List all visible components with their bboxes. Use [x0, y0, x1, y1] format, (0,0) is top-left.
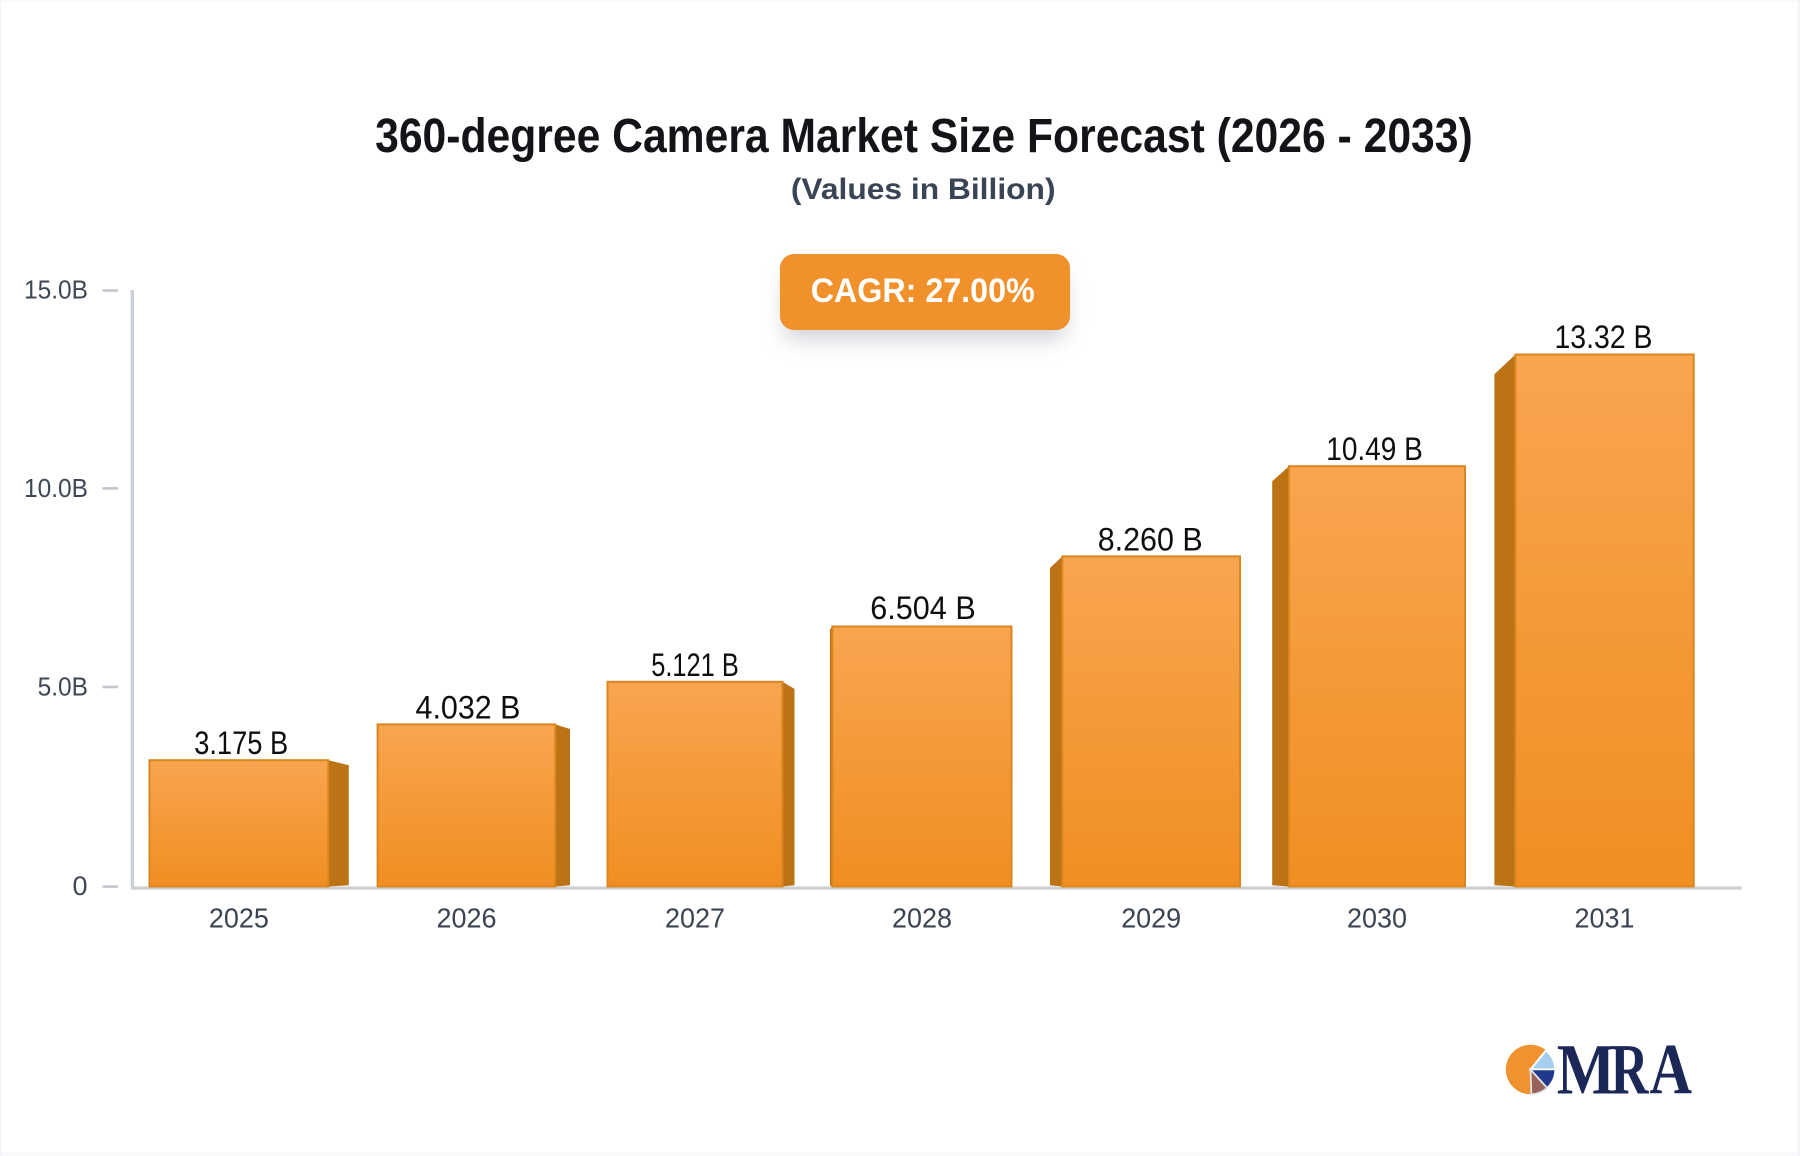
svg-text:6.504 B: 6.504 B [870, 590, 976, 626]
svg-text:2030: 2030 [1347, 902, 1407, 933]
svg-text:3.175 B: 3.175 B [194, 725, 288, 761]
svg-text:13.32 B: 13.32 B [1555, 319, 1653, 355]
svg-text:M: M [1557, 1028, 1616, 1109]
svg-text:2027: 2027 [665, 902, 725, 933]
svg-text:2029: 2029 [1121, 902, 1181, 933]
svg-text:(Values in Billion): (Values in Billion) [791, 173, 1056, 206]
svg-text:2031: 2031 [1575, 902, 1635, 933]
svg-text:5.0B: 5.0B [38, 672, 88, 702]
svg-text:0: 0 [72, 871, 87, 901]
svg-text:5.121 B: 5.121 B [651, 647, 739, 683]
svg-text:R: R [1611, 1028, 1649, 1109]
svg-text:15.0B: 15.0B [24, 274, 88, 304]
svg-text:10.0B: 10.0B [24, 473, 88, 503]
svg-text:4.032 B: 4.032 B [416, 690, 521, 726]
svg-text:2025: 2025 [209, 902, 269, 933]
svg-text:2028: 2028 [892, 902, 952, 933]
svg-text:8.260 B: 8.260 B [1098, 521, 1203, 557]
svg-text:2026: 2026 [437, 902, 497, 933]
svg-text:A: A [1650, 1028, 1693, 1109]
svg-text:360-degree Camera Market Size: 360-degree Camera Market Size Forecast (… [375, 110, 1473, 163]
svg-text:10.49 B: 10.49 B [1326, 431, 1423, 467]
svg-text:CAGR: 27.00%: CAGR: 27.00% [811, 272, 1035, 310]
